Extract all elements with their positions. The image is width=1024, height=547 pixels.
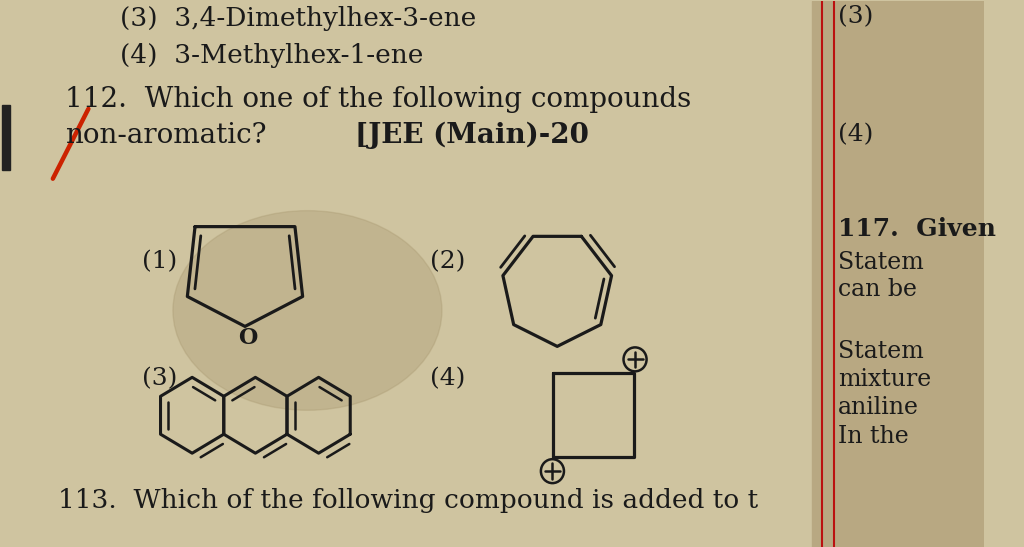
Text: Statem: Statem bbox=[838, 340, 924, 363]
Text: 112.  Which one of the following compounds: 112. Which one of the following compound… bbox=[66, 86, 691, 113]
Text: mixture: mixture bbox=[838, 368, 931, 391]
Text: 117.  Given: 117. Given bbox=[838, 217, 995, 241]
Text: aniline: aniline bbox=[838, 396, 919, 419]
Text: O: O bbox=[239, 328, 258, 350]
Text: (3): (3) bbox=[838, 5, 873, 28]
Bar bbox=[2, 105, 9, 170]
Text: Statem: Statem bbox=[838, 251, 924, 274]
Text: [JEE (Main)-20: [JEE (Main)-20 bbox=[355, 121, 590, 149]
Ellipse shape bbox=[173, 211, 442, 410]
Text: non-aromatic?: non-aromatic? bbox=[66, 122, 267, 149]
Text: can be: can be bbox=[838, 278, 916, 301]
Text: (3): (3) bbox=[142, 368, 177, 391]
Text: (2): (2) bbox=[430, 251, 466, 274]
Text: 113.  Which of the following compound is added to t: 113. Which of the following compound is … bbox=[57, 488, 758, 513]
Bar bbox=[812, 1, 984, 547]
Text: (4): (4) bbox=[838, 123, 873, 146]
Text: (1): (1) bbox=[142, 251, 177, 274]
Text: In the: In the bbox=[838, 425, 908, 448]
Text: (3)  3,4-Dimethylhex-3-ene: (3) 3,4-Dimethylhex-3-ene bbox=[120, 6, 476, 31]
Text: (4)  3-Methylhex-1-ene: (4) 3-Methylhex-1-ene bbox=[120, 43, 424, 68]
Text: (4): (4) bbox=[430, 368, 466, 391]
